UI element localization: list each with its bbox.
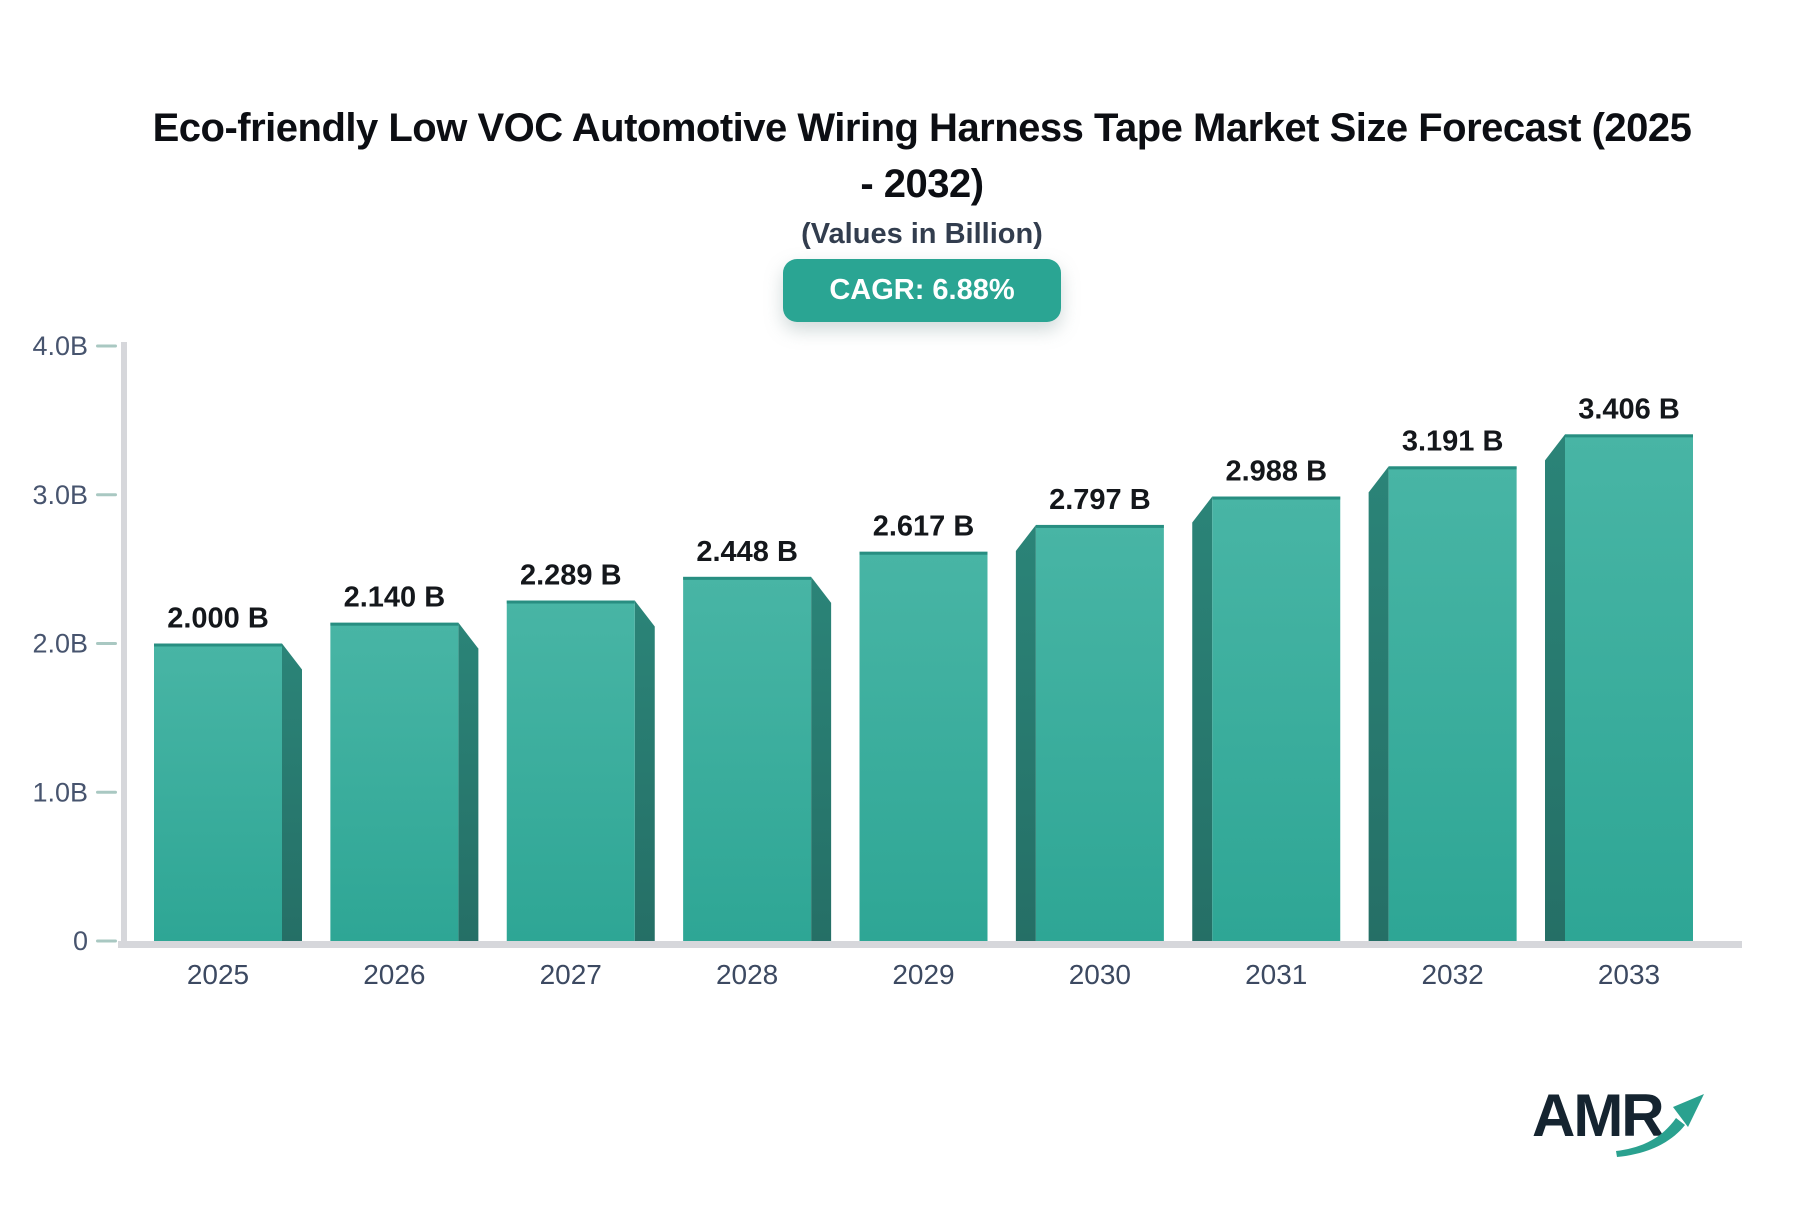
bar-top-edge-2032 (1388, 466, 1517, 470)
x-tick-label-2029: 2029 (892, 959, 954, 990)
bar-group-2027: 2.289 B 2027 (506, 560, 655, 990)
bar-top-edge-2029 (859, 551, 988, 555)
y-tick-dash-0 (96, 939, 117, 943)
bar-group-2026: 2.140 B 2026 (330, 582, 479, 990)
bar-2030[interactable] (1035, 524, 1164, 941)
amr-logo: AMR (1532, 1086, 1742, 1176)
bar-side-2026 (458, 622, 479, 941)
amr-logo-text: AMR (1532, 1082, 1665, 1149)
x-tick-label-2030: 2030 (1069, 959, 1131, 990)
bar-side-2027 (634, 600, 655, 941)
bar-2032[interactable] (1388, 466, 1517, 941)
bar-side-2028 (811, 576, 832, 941)
bar-group-2025: 2.000 B 2025 (154, 603, 302, 990)
bar-value-label-2033: 3.406 B (1578, 393, 1680, 425)
chart-title-line1: Eco-friendly Low VOC Automotive Wiring H… (152, 106, 1692, 150)
bar-value-label-2026: 2.140 B (344, 582, 446, 614)
x-tick-label-2031: 2031 (1245, 959, 1307, 990)
bar-side-2032 (1368, 466, 1389, 941)
bar-2031[interactable] (1212, 496, 1341, 941)
bar-2029[interactable] (859, 551, 988, 941)
y-tick-dash-1.0B (96, 790, 117, 794)
bar-2027[interactable] (506, 600, 635, 941)
bar-group-2028: 2.448 B 2028 (683, 536, 832, 990)
x-tick-label-2033: 2033 (1598, 959, 1660, 990)
chart-title-line2: - 2032) (860, 162, 984, 206)
y-tick-label-4.0B: 4.0B (32, 331, 88, 361)
chart-header: Eco-friendly Low VOC Automotive Wiring H… (22, 100, 1800, 322)
bar-group-2031: 2.988 B 2031 (1192, 456, 1341, 990)
x-axis-line (118, 941, 1742, 948)
bar-top-edge-2026 (330, 622, 459, 626)
bar-top-edge-2028 (683, 576, 812, 580)
bar-group-2030: 2.797 B 2030 (1015, 484, 1164, 990)
chart-subtitle: (Values in Billion) (801, 218, 1043, 250)
x-tick-label-2025: 2025 (187, 959, 249, 990)
bar-2025[interactable] (154, 643, 282, 942)
bar-value-label-2030: 2.797 B (1049, 484, 1151, 516)
bar-top-edge-2031 (1212, 496, 1341, 500)
bar-value-label-2025: 2.000 B (167, 603, 269, 635)
x-tick-label-2032: 2032 (1421, 959, 1483, 990)
bar-side-2025 (282, 643, 302, 941)
y-tick-dash-4.0B (96, 344, 117, 348)
bar-2028[interactable] (683, 576, 812, 941)
bar-side-2033 (1545, 434, 1565, 941)
y-axis-line (121, 342, 127, 948)
growth-arrow-icon (1616, 1094, 1704, 1157)
x-tick-label-2027: 2027 (540, 959, 602, 990)
y-tick-label-3.0B: 3.0B (32, 480, 88, 510)
y-tick-dash-2.0B (96, 642, 117, 645)
cagr-badge: CAGR: 6.88% (783, 259, 1061, 322)
y-tick-label-1.0B: 1.0B (32, 777, 88, 807)
bar-2033[interactable] (1565, 434, 1693, 941)
bar-value-label-2028: 2.448 B (696, 536, 798, 568)
bar-value-label-2032: 3.191 B (1402, 425, 1504, 457)
bar-value-label-2029: 2.617 B (873, 511, 975, 543)
y-tick-label-0: 0 (73, 926, 88, 956)
bar-top-edge-2030 (1035, 524, 1164, 528)
bar-top-edge-2027 (506, 600, 635, 604)
bar-value-label-2027: 2.289 B (520, 560, 622, 592)
y-tick-label-2.0B: 2.0B (32, 629, 88, 659)
bar-2026[interactable] (330, 622, 459, 941)
bar-side-2031 (1192, 496, 1213, 941)
bar-group-2033: 3.406 B 2033 (1545, 393, 1693, 990)
x-tick-label-2026: 2026 (363, 959, 425, 990)
y-tick-dash-3.0B (96, 493, 117, 497)
bar-side-2030 (1015, 524, 1036, 941)
x-tick-label-2028: 2028 (716, 959, 778, 990)
bar-group-2032: 3.191 B 2032 (1368, 425, 1517, 990)
bar-value-label-2031: 2.988 B (1225, 456, 1327, 488)
bar-top-edge-2033 (1565, 434, 1693, 438)
chart-title: Eco-friendly Low VOC Automotive Wiring H… (22, 100, 1800, 212)
bar-top-edge-2025 (154, 643, 282, 647)
bar-group-2029: 2.617 B 2029 (859, 511, 988, 990)
